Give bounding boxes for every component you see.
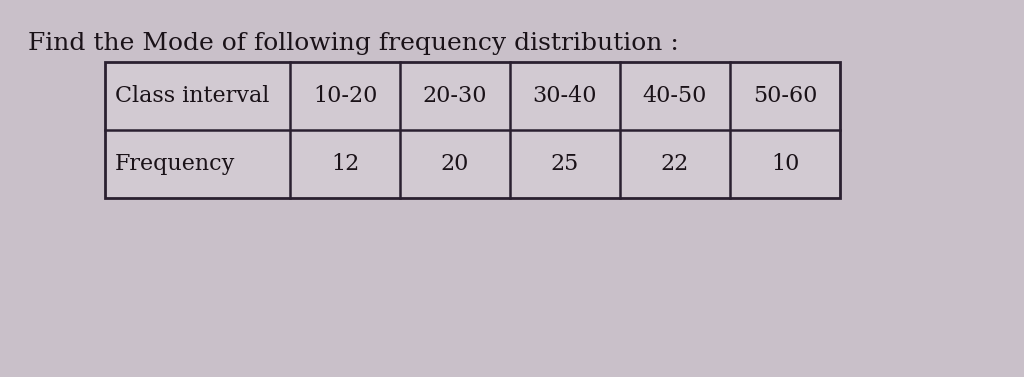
Text: 22: 22	[660, 153, 689, 175]
Text: 10-20: 10-20	[312, 85, 377, 107]
Bar	[105, 62, 840, 198]
Text: 50-60: 50-60	[753, 85, 817, 107]
Text: 25: 25	[551, 153, 580, 175]
Text: 30-40: 30-40	[532, 85, 597, 107]
Text: 12: 12	[331, 153, 359, 175]
Text: 20-30: 20-30	[423, 85, 487, 107]
Text: Frequency: Frequency	[115, 153, 236, 175]
Text: 10: 10	[771, 153, 799, 175]
Text: Class interval: Class interval	[115, 85, 269, 107]
Bar	[105, 62, 840, 198]
Text: 20: 20	[440, 153, 469, 175]
Text: Find the Mode of following frequency distribution :: Find the Mode of following frequency dis…	[28, 32, 679, 55]
Text: 40-50: 40-50	[643, 85, 708, 107]
